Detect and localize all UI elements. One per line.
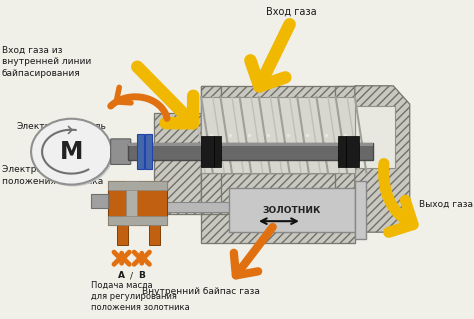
- Bar: [201, 173, 355, 214]
- Bar: [346, 136, 358, 167]
- Bar: [108, 216, 167, 225]
- Bar: [201, 136, 355, 173]
- Text: M: M: [60, 140, 83, 164]
- Bar: [117, 225, 128, 245]
- Bar: [201, 173, 355, 214]
- Bar: [146, 134, 152, 169]
- Bar: [126, 181, 137, 225]
- Ellipse shape: [31, 119, 111, 185]
- Polygon shape: [355, 86, 410, 232]
- Bar: [335, 86, 355, 214]
- Text: /: /: [130, 271, 133, 280]
- Text: A: A: [118, 271, 125, 280]
- Bar: [154, 113, 201, 214]
- FancyBboxPatch shape: [110, 139, 131, 165]
- Text: Электронный датчик
положения золоника: Электронный датчик положения золоника: [2, 165, 103, 186]
- Bar: [201, 86, 355, 136]
- Bar: [221, 136, 335, 173]
- Bar: [201, 86, 355, 136]
- Bar: [201, 214, 355, 243]
- Bar: [137, 134, 144, 169]
- Bar: [201, 136, 355, 173]
- Bar: [338, 136, 346, 167]
- Bar: [154, 113, 201, 214]
- Text: Вход газа из
внутренней линии
байпасирования: Вход газа из внутренней линии байпасиров…: [2, 46, 91, 78]
- Bar: [128, 144, 373, 160]
- Bar: [201, 97, 355, 173]
- Text: ВИНТОВАЯ
ПАРА: ВИНТОВАЯ ПАРА: [237, 114, 299, 135]
- Bar: [108, 181, 167, 225]
- Bar: [214, 136, 221, 167]
- FancyBboxPatch shape: [228, 188, 355, 232]
- Polygon shape: [355, 181, 366, 240]
- Bar: [128, 144, 373, 146]
- Bar: [201, 214, 355, 243]
- Ellipse shape: [33, 121, 113, 186]
- Text: Вход газа: Вход газа: [265, 6, 316, 16]
- Bar: [335, 86, 355, 214]
- Bar: [149, 225, 160, 245]
- Bar: [201, 86, 221, 214]
- Bar: [221, 136, 335, 173]
- Text: B: B: [138, 271, 145, 280]
- Bar: [142, 202, 334, 212]
- Text: Выход газа: Выход газа: [419, 200, 473, 209]
- Text: Электродвигатель: Электродвигатель: [17, 122, 106, 131]
- Text: ЗОЛОТНИК: ЗОЛОТНИК: [263, 206, 321, 215]
- Bar: [201, 136, 214, 167]
- Bar: [201, 136, 355, 173]
- Polygon shape: [355, 106, 395, 168]
- Text: Подача масла
для регулирования
положения золотника: Подача масла для регулирования положения…: [91, 281, 190, 312]
- Bar: [201, 86, 221, 214]
- Text: Внутренний байпас газа: Внутренний байпас газа: [142, 287, 260, 296]
- Bar: [108, 181, 167, 190]
- Bar: [91, 194, 108, 208]
